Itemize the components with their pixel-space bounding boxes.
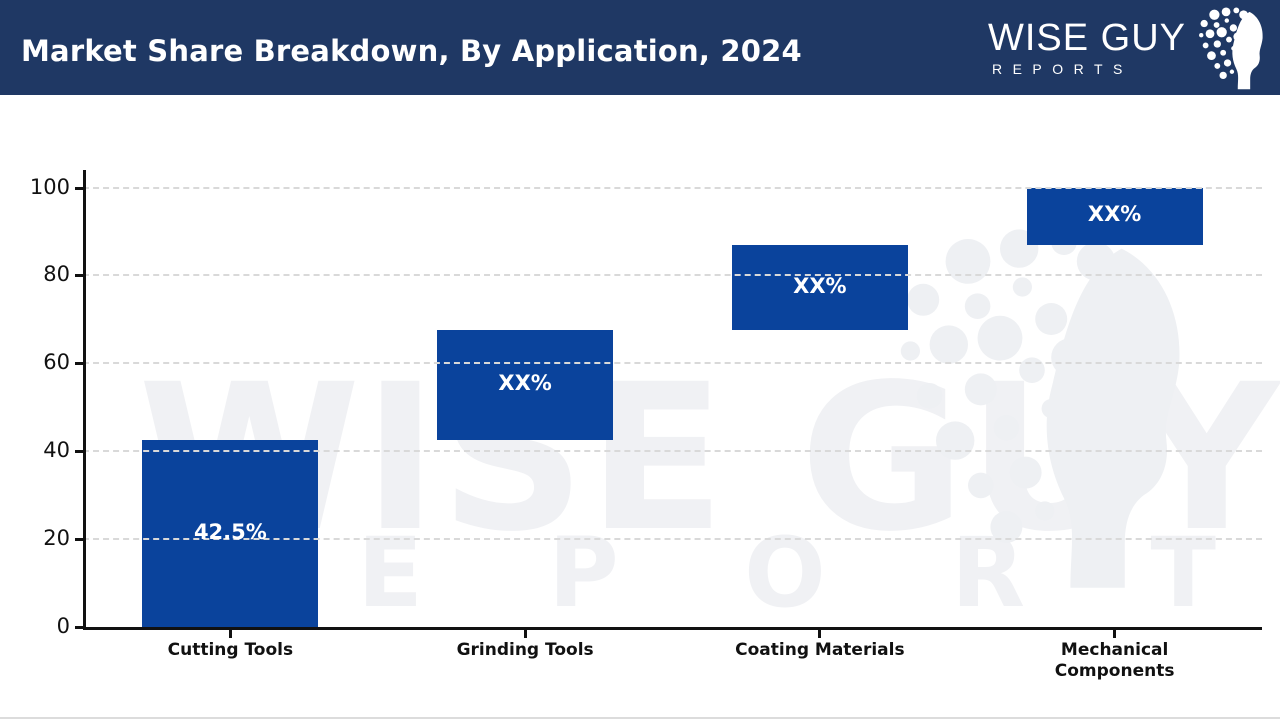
- gridline-20: [83, 538, 1262, 541]
- page-title: Market Share Breakdown, By Application, …: [21, 33, 802, 68]
- x-tick-mark: [1113, 630, 1117, 638]
- y-tick-label-20: 20: [43, 526, 70, 551]
- gridline-100: [83, 186, 1262, 189]
- y-axis-line: [83, 170, 86, 630]
- header: Market Share Breakdown, By Application, …: [0, 0, 1280, 95]
- chart-area: WISE GUY R E P O R T S 02040608010042.5%…: [0, 95, 1280, 720]
- wiseguy-logo: WISE GUY REPORTS: [988, 6, 1266, 90]
- x-category-label: Cutting Tools: [167, 640, 294, 660]
- y-tick-label-60: 60: [43, 350, 70, 375]
- bar-mechanical-components: [1026, 187, 1203, 245]
- y-tick-mark-20: [75, 538, 83, 542]
- x-axis-line: [83, 627, 1262, 630]
- y-tick-mark-100: [75, 186, 83, 190]
- bottom-border: [0, 717, 1280, 719]
- y-tick-mark-60: [75, 362, 83, 366]
- x-tick-mark: [523, 630, 527, 638]
- bar-value-label: XX%: [793, 273, 847, 298]
- y-tick-mark-40: [75, 450, 83, 454]
- y-tick-mark-0: [75, 626, 83, 629]
- x-category-label: Mechanical Components: [1054, 640, 1175, 681]
- bar-value-label: 42.5%: [193, 519, 267, 544]
- bar-value-label: XX%: [498, 371, 552, 396]
- y-tick-label-100: 100: [29, 174, 70, 199]
- watermark-face-icon: [900, 229, 1180, 588]
- logo-text: WISE GUY REPORTS: [988, 19, 1186, 76]
- y-tick-mark-80: [75, 274, 83, 278]
- gridline-40: [83, 450, 1262, 453]
- bar-coating-materials: [731, 244, 908, 331]
- bar-cutting-tools: [142, 440, 319, 627]
- y-tick-label-80: 80: [43, 262, 70, 287]
- y-tick-label-40: 40: [43, 438, 70, 463]
- gridline-60: [83, 362, 1262, 365]
- logo-face-icon: [1199, 6, 1263, 89]
- logo-subtitle: REPORTS: [991, 61, 1133, 77]
- logo-wordmark: WISE GUY: [987, 17, 1186, 59]
- x-category-label: Coating Materials: [735, 640, 905, 660]
- bar-grinding-tools: [437, 330, 614, 441]
- x-tick-mark: [818, 630, 822, 638]
- bar-value-label: XX%: [1087, 202, 1142, 227]
- x-category-label: Grinding Tools: [456, 640, 594, 660]
- x-tick-mark: [228, 630, 232, 638]
- y-tick-label-0: 0: [56, 614, 70, 638]
- gridline-80: [83, 274, 1262, 277]
